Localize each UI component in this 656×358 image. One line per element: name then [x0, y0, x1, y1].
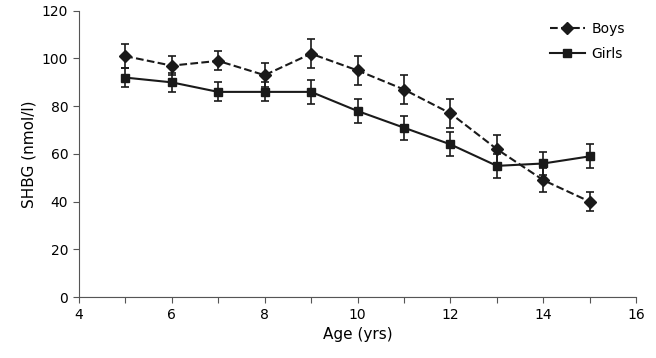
Y-axis label: SHBG (nmol/l): SHBG (nmol/l)	[22, 100, 36, 208]
Legend: Boys, Girls: Boys, Girls	[546, 18, 629, 65]
X-axis label: Age (yrs): Age (yrs)	[323, 327, 392, 342]
